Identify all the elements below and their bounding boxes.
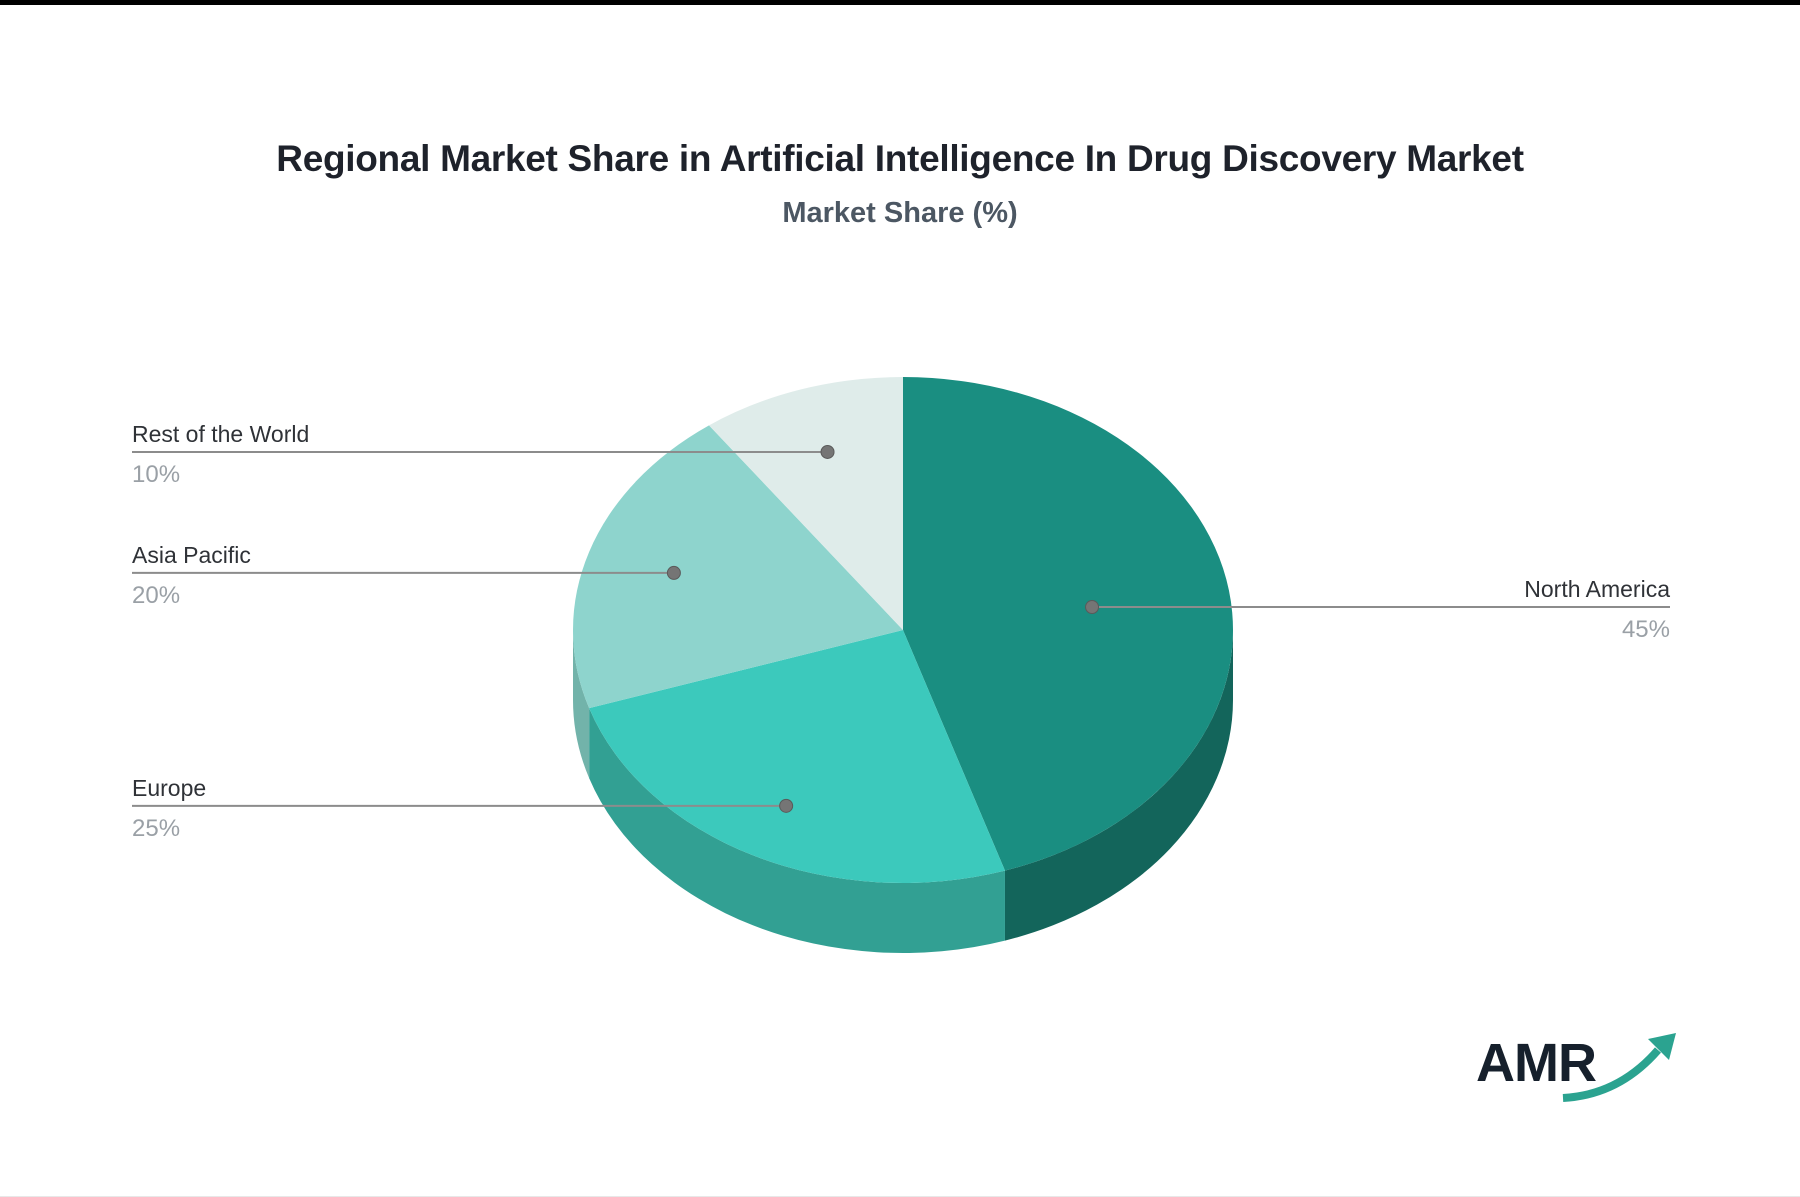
slice-label: Europe: [132, 774, 207, 801]
slice-value: 45%: [1621, 616, 1670, 644]
leader-dot: [666, 565, 681, 580]
logo-text: AMR: [1476, 1033, 1597, 1093]
slice-value: 25%: [132, 814, 181, 842]
top-border-bar: [0, 0, 1800, 5]
slice-label: Asia Pacific: [132, 541, 251, 568]
slice-label: Rest of the World: [132, 420, 310, 447]
pie-slice: [589, 630, 1005, 883]
pie-slice-side: [573, 630, 590, 779]
brand-logo: AMR: [1476, 1033, 1676, 1126]
pie-slice: [903, 377, 1233, 871]
pie-slice: [709, 377, 903, 630]
slice-value: 10%: [132, 460, 181, 488]
chart-title: Regional Market Share in Artificial Inte…: [276, 138, 1524, 179]
leader-dot: [1085, 600, 1100, 615]
trend-up-arrow-icon: [1562, 1033, 1676, 1102]
slice-label: North America: [1524, 576, 1670, 603]
pie-slice-side: [589, 708, 1005, 953]
leader-dot: [820, 444, 835, 459]
slice-value: 20%: [132, 581, 181, 609]
pie-slice: [572, 425, 903, 709]
leader-dot: [779, 798, 794, 813]
pie-slice-side: [1004, 630, 1233, 941]
chart-subtitle: Market Share (%): [782, 197, 1018, 229]
